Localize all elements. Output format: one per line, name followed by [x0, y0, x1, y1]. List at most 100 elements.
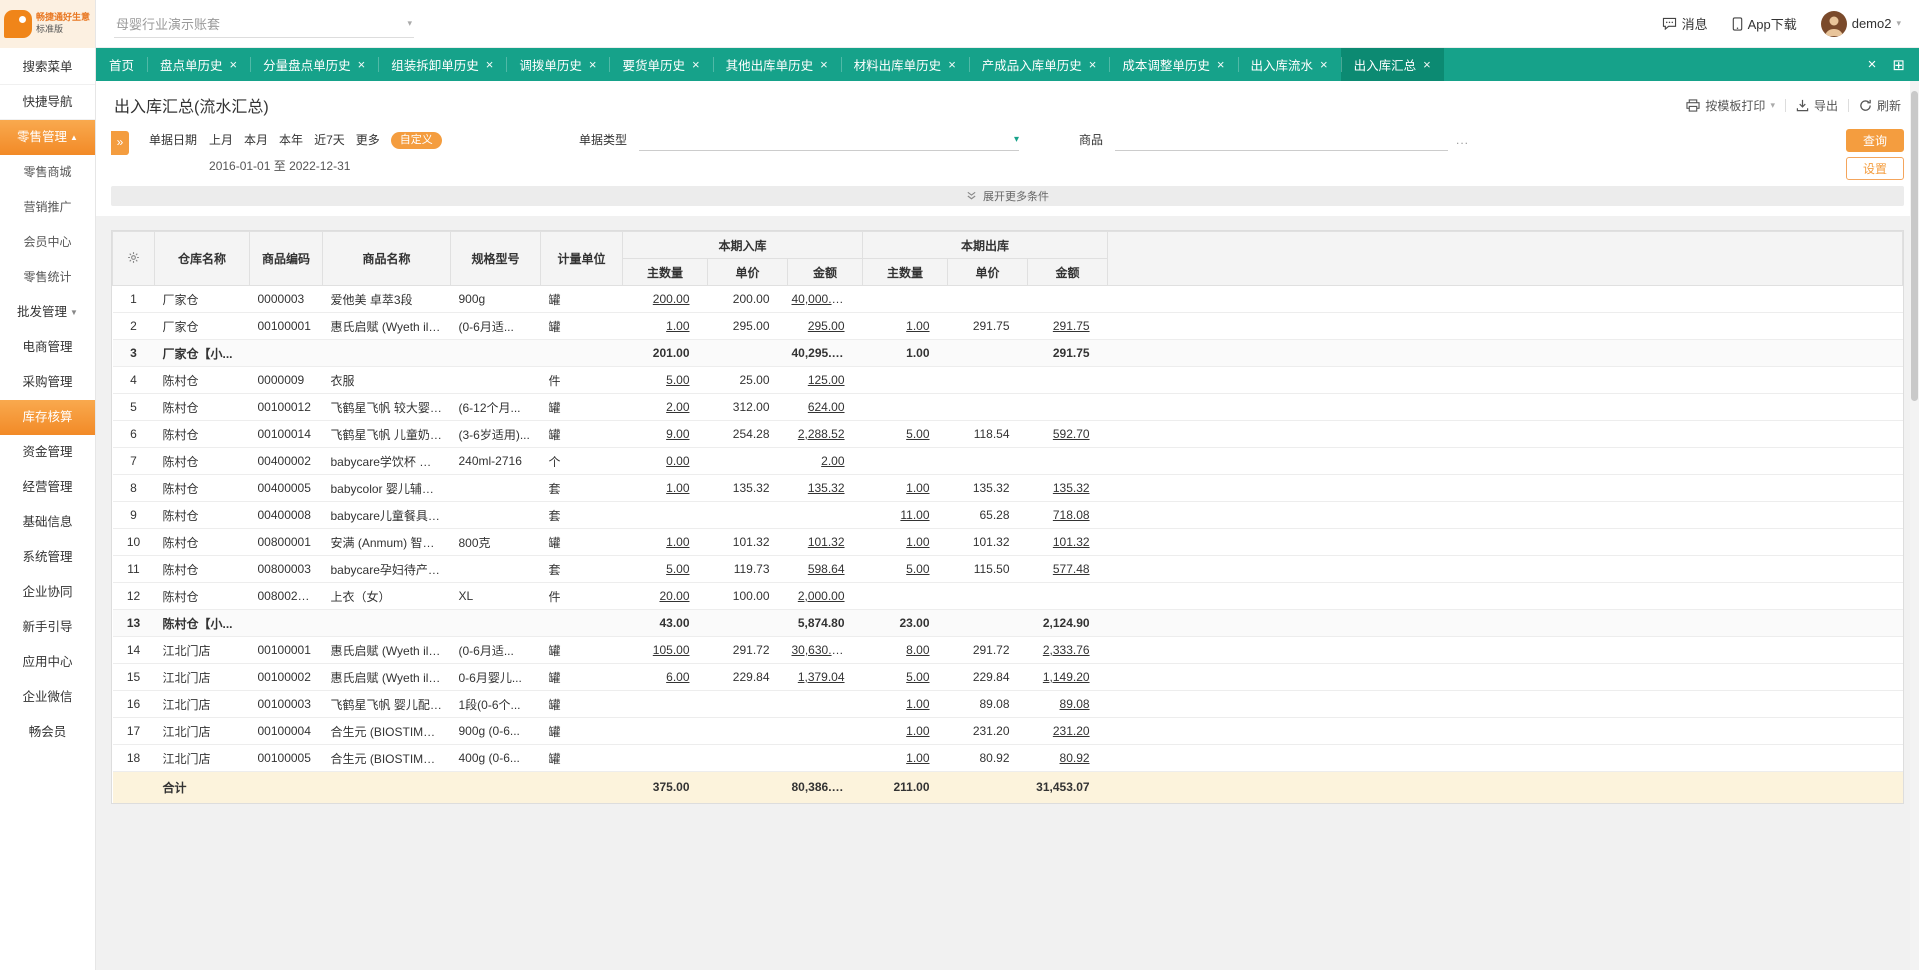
table-row[interactable]: 16 江北门店 00100003 飞鹤星飞帆 婴儿配方奶... 1段(0-6个... 罐 1…: [112, 690, 1903, 718]
drill-down-link[interactable]: 1,149.20: [1042, 670, 1090, 684]
date-link-last-7-days[interactable]: 近7天: [314, 133, 345, 147]
drill-down-link[interactable]: 40,000.00: [791, 292, 845, 306]
message-button[interactable]: 消息: [1662, 14, 1708, 33]
tab-close-icon[interactable]: ×: [357, 57, 366, 72]
sidebar-item-营销推广[interactable]: 营销推广: [0, 190, 95, 225]
sidebar-item-电商管理[interactable]: 电商管理: [0, 330, 95, 365]
user-menu[interactable]: demo2 ▾: [1820, 10, 1901, 37]
tab-要货单历史[interactable]: 要货单历史 ×: [609, 48, 712, 81]
sidebar-item-零售统计[interactable]: 零售统计: [0, 260, 95, 295]
drill-down-link[interactable]: 1.00: [906, 697, 930, 711]
date-link-more[interactable]: 更多: [355, 133, 380, 147]
tab-close-icon[interactable]: ×: [1088, 57, 1097, 72]
drill-down-link[interactable]: 0.00: [666, 454, 690, 468]
tab-close-icon[interactable]: ×: [1216, 57, 1225, 72]
table-row[interactable]: 7 陈村仓 00400002 babycare学饮杯 儿童... 240ml-2716 个…: [112, 447, 1903, 475]
table-row[interactable]: 18 江北门店 00100005 合生元 (BIOSTIME) ... 400g (0-…: [112, 744, 1903, 772]
print-by-template-button[interactable]: 按模板打印 ▾: [1686, 97, 1775, 114]
drill-down-link[interactable]: 291.75: [1052, 319, 1090, 333]
drill-down-link[interactable]: 577.48: [1052, 562, 1090, 576]
drill-down-link[interactable]: 231.20: [1052, 724, 1090, 738]
table-row[interactable]: 4 陈村仓 0000009 衣服 件 5.00 25.00 125.00: [112, 366, 1903, 394]
goods-input[interactable]: [1115, 129, 1448, 151]
sidebar-item-批发管理[interactable]: 批发管理 ▼: [0, 295, 95, 330]
drill-down-link[interactable]: 1.00: [906, 724, 930, 738]
table-row[interactable]: 15 江北门店 00100002 惠氏启赋 (Wyeth illu... 0-6月婴儿.…: [112, 663, 1903, 691]
sidebar-item-搜索菜单[interactable]: 搜索菜单: [0, 50, 95, 85]
drill-down-link[interactable]: 2.00: [821, 454, 845, 468]
drill-down-link[interactable]: 2.00: [666, 400, 690, 414]
sidebar-item-企业协同[interactable]: 企业协同: [0, 575, 95, 610]
tab-出入库汇总[interactable]: 出入库汇总 ×: [1340, 48, 1444, 81]
doc-type-select[interactable]: ▾: [639, 129, 1019, 151]
drill-down-link[interactable]: 1.00: [666, 481, 690, 495]
drill-down-link[interactable]: 1.00: [906, 319, 930, 333]
table-row[interactable]: 9 陈村仓 00400008 babycare儿童餐具 婴... 套 11.00 65.28…: [112, 501, 1903, 529]
drill-down-link[interactable]: 5.00: [666, 373, 690, 387]
collapse-filter-button[interactable]: »: [111, 131, 129, 155]
drill-down-link[interactable]: 125.00: [807, 373, 845, 387]
drill-down-link[interactable]: 135.32: [1052, 481, 1090, 495]
table-row[interactable]: 11 陈村仓 00800003 babycare孕妇待产包 ... 套 5.00 119.7…: [112, 555, 1903, 583]
drill-down-link[interactable]: 1.00: [906, 535, 930, 549]
table-row[interactable]: 1 厂家仓 0000003 爱他美 卓萃3段 900g 罐 200.00 200.00 40,0…: [112, 285, 1903, 313]
drill-down-link[interactable]: 200.00: [652, 292, 690, 306]
drill-down-link[interactable]: 1.00: [666, 319, 690, 333]
drill-down-link[interactable]: 101.32: [807, 535, 845, 549]
table-row[interactable]: 12 陈村仓 008002000... 上衣（女） XL 件 20.00 100.00 2,00…: [112, 582, 1903, 610]
settings-button[interactable]: 设置: [1846, 157, 1904, 180]
drill-down-link[interactable]: 2,000.00: [797, 589, 845, 603]
expand-more-conditions-bar[interactable]: 展开更多条件: [111, 186, 1904, 206]
tab-close-icon[interactable]: ×: [1423, 57, 1431, 72]
table-row[interactable]: 10 陈村仓 00800001 安满 (Anmum) 智孕... 800克 罐 1.00 10…: [112, 528, 1903, 556]
drill-down-link[interactable]: 20.00: [659, 589, 690, 603]
tab-close-icon[interactable]: ×: [485, 57, 494, 72]
sidebar-item-企业微信[interactable]: 企业微信: [0, 680, 95, 715]
drill-down-link[interactable]: 2,288.52: [797, 427, 845, 441]
sidebar-item-应用中心[interactable]: 应用中心: [0, 645, 95, 680]
sidebar-item-快捷导航[interactable]: 快捷导航: [0, 85, 95, 120]
table-row[interactable]: 17 江北门店 00100004 合生元 (BIOSTIME) ... 900g (0-…: [112, 717, 1903, 745]
tab-首页[interactable]: 首页: [96, 48, 147, 81]
date-range-value[interactable]: 2016-01-01 至 2022-12-31: [209, 159, 351, 173]
app-download-button[interactable]: App下载: [1732, 14, 1797, 33]
close-tabs-icon[interactable]: ×: [1867, 56, 1877, 73]
date-link-this-year[interactable]: 本年: [279, 133, 304, 147]
drill-down-link[interactable]: 1.00: [906, 751, 930, 765]
drill-down-link[interactable]: 2,333.76: [1042, 643, 1090, 657]
tab-其他出库单历史[interactable]: 其他出库单历史 ×: [712, 48, 841, 81]
tab-list-icon[interactable]: ⊞: [1892, 56, 1905, 74]
sidebar-item-采购管理[interactable]: 采购管理: [0, 365, 95, 400]
drill-down-link[interactable]: 8.00: [906, 643, 930, 657]
drill-down-link[interactable]: 6.00: [666, 670, 690, 684]
table-row[interactable]: 14 江北门店 00100001 惠氏启赋 (Wyeth illu... (0-6月适.…: [112, 636, 1903, 664]
sidebar-item-经营管理[interactable]: 经营管理: [0, 470, 95, 505]
sidebar-item-零售商城[interactable]: 零售商城: [0, 155, 95, 190]
drill-down-link[interactable]: 105.00: [652, 643, 690, 657]
drill-down-link[interactable]: 295.00: [807, 319, 845, 333]
sidebar-item-系统管理[interactable]: 系统管理: [0, 540, 95, 575]
table-row[interactable]: 5 陈村仓 00100012 飞鹤星飞帆 较大婴儿配... (6-12个月... 罐 2.0…: [112, 393, 1903, 421]
tab-close-icon[interactable]: ×: [1320, 57, 1328, 72]
sidebar-item-新手引导[interactable]: 新手引导: [0, 610, 95, 645]
drill-down-link[interactable]: 5.00: [906, 562, 930, 576]
tab-出入库流水[interactable]: 出入库流水 ×: [1237, 48, 1341, 81]
drill-down-link[interactable]: 1,379.04: [797, 670, 845, 684]
refresh-button[interactable]: 刷新: [1859, 97, 1901, 114]
goods-ellipsis-button[interactable]: ...: [1455, 133, 1469, 147]
table-row[interactable]: 2 厂家仓 00100001 惠氏启赋 (Wyeth illu... (0-6月适...…: [112, 312, 1903, 340]
tab-close-icon[interactable]: ×: [820, 57, 828, 72]
export-button[interactable]: 导出: [1796, 97, 1838, 114]
tab-组装拆卸单历史[interactable]: 组装拆卸单历史 ×: [378, 48, 506, 81]
drill-down-link[interactable]: 80.92: [1059, 751, 1090, 765]
table-row[interactable]: 6 陈村仓 00100014 飞鹤星飞帆 儿童奶粉 4... (3-6岁适用)... 罐 9…: [112, 420, 1903, 448]
vertical-scrollbar[interactable]: [1910, 81, 1919, 970]
tab-盘点单历史[interactable]: 盘点单历史 ×: [147, 48, 250, 81]
scrollbar-thumb[interactable]: [1911, 91, 1918, 401]
sidebar-item-会员中心[interactable]: 会员中心: [0, 225, 95, 260]
tab-调拨单历史[interactable]: 调拨单历史 ×: [506, 48, 609, 81]
tab-分量盘点单历史[interactable]: 分量盘点单历史 ×: [250, 48, 378, 81]
drill-down-link[interactable]: 624.00: [807, 400, 845, 414]
total-row[interactable]: 合计 375.00 80,386.28 211.00 31,453.07: [112, 771, 1903, 803]
date-link-this-month[interactable]: 本月: [244, 133, 269, 147]
